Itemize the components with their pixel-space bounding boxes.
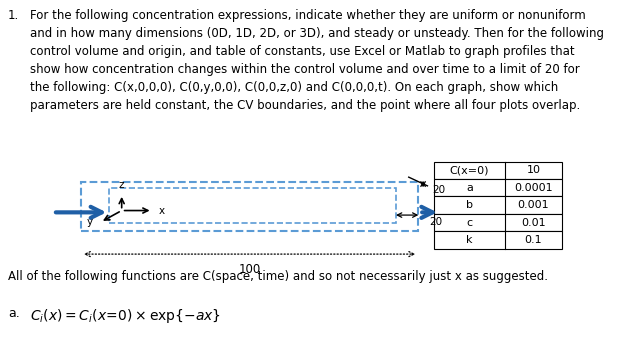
Text: 0.01: 0.01 [521, 217, 546, 228]
Text: All of the following functions are C(space, time) and so not necessarily just x : All of the following functions are C(spa… [8, 270, 548, 284]
Text: 0.1: 0.1 [525, 235, 542, 245]
Text: x: x [158, 205, 165, 216]
Text: 10: 10 [527, 165, 540, 175]
Text: 100: 100 [238, 263, 261, 276]
Text: 20: 20 [429, 217, 442, 227]
Text: 20: 20 [432, 185, 445, 195]
Bar [434, 231, 562, 249]
Text: k: k [466, 235, 473, 245]
Text: z: z [119, 180, 124, 190]
Bar [109, 188, 396, 223]
Text: a: a [466, 183, 473, 193]
Text: a.: a. [8, 307, 20, 320]
Text: c: c [467, 217, 472, 228]
Text: 1.: 1. [8, 9, 19, 22]
Text: y: y [87, 217, 93, 227]
Bar [81, 182, 418, 231]
Text: C(x=0): C(x=0) [450, 165, 489, 175]
Bar [434, 179, 562, 196]
Bar [434, 162, 562, 179]
Text: 0.0001: 0.0001 [514, 183, 553, 193]
Text: b: b [466, 200, 473, 210]
Text: For the following concentration expressions, indicate whether they are uniform o: For the following concentration expressi… [30, 9, 604, 112]
Bar [434, 214, 562, 231]
Text: 0.001: 0.001 [518, 200, 549, 210]
Text: $C_i(x)=C_i(x\!=\!0)\times\mathrm{exp}\{-ax\}$: $C_i(x)=C_i(x\!=\!0)\times\mathrm{exp}\{… [30, 307, 221, 325]
Bar [434, 196, 562, 214]
